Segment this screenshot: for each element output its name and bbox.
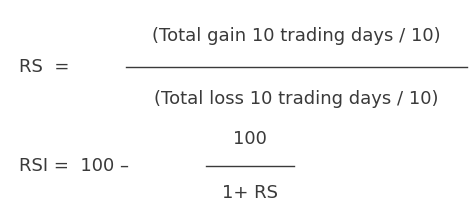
- Text: RS  =: RS =: [19, 58, 69, 76]
- Text: (Total loss 10 trading days / 10): (Total loss 10 trading days / 10): [154, 90, 438, 108]
- Text: 1+ RS: 1+ RS: [222, 184, 278, 202]
- Text: (Total gain 10 trading days / 10): (Total gain 10 trading days / 10): [152, 27, 440, 45]
- Text: 100: 100: [233, 130, 267, 148]
- Text: RSI =  100 –: RSI = 100 –: [19, 157, 129, 175]
